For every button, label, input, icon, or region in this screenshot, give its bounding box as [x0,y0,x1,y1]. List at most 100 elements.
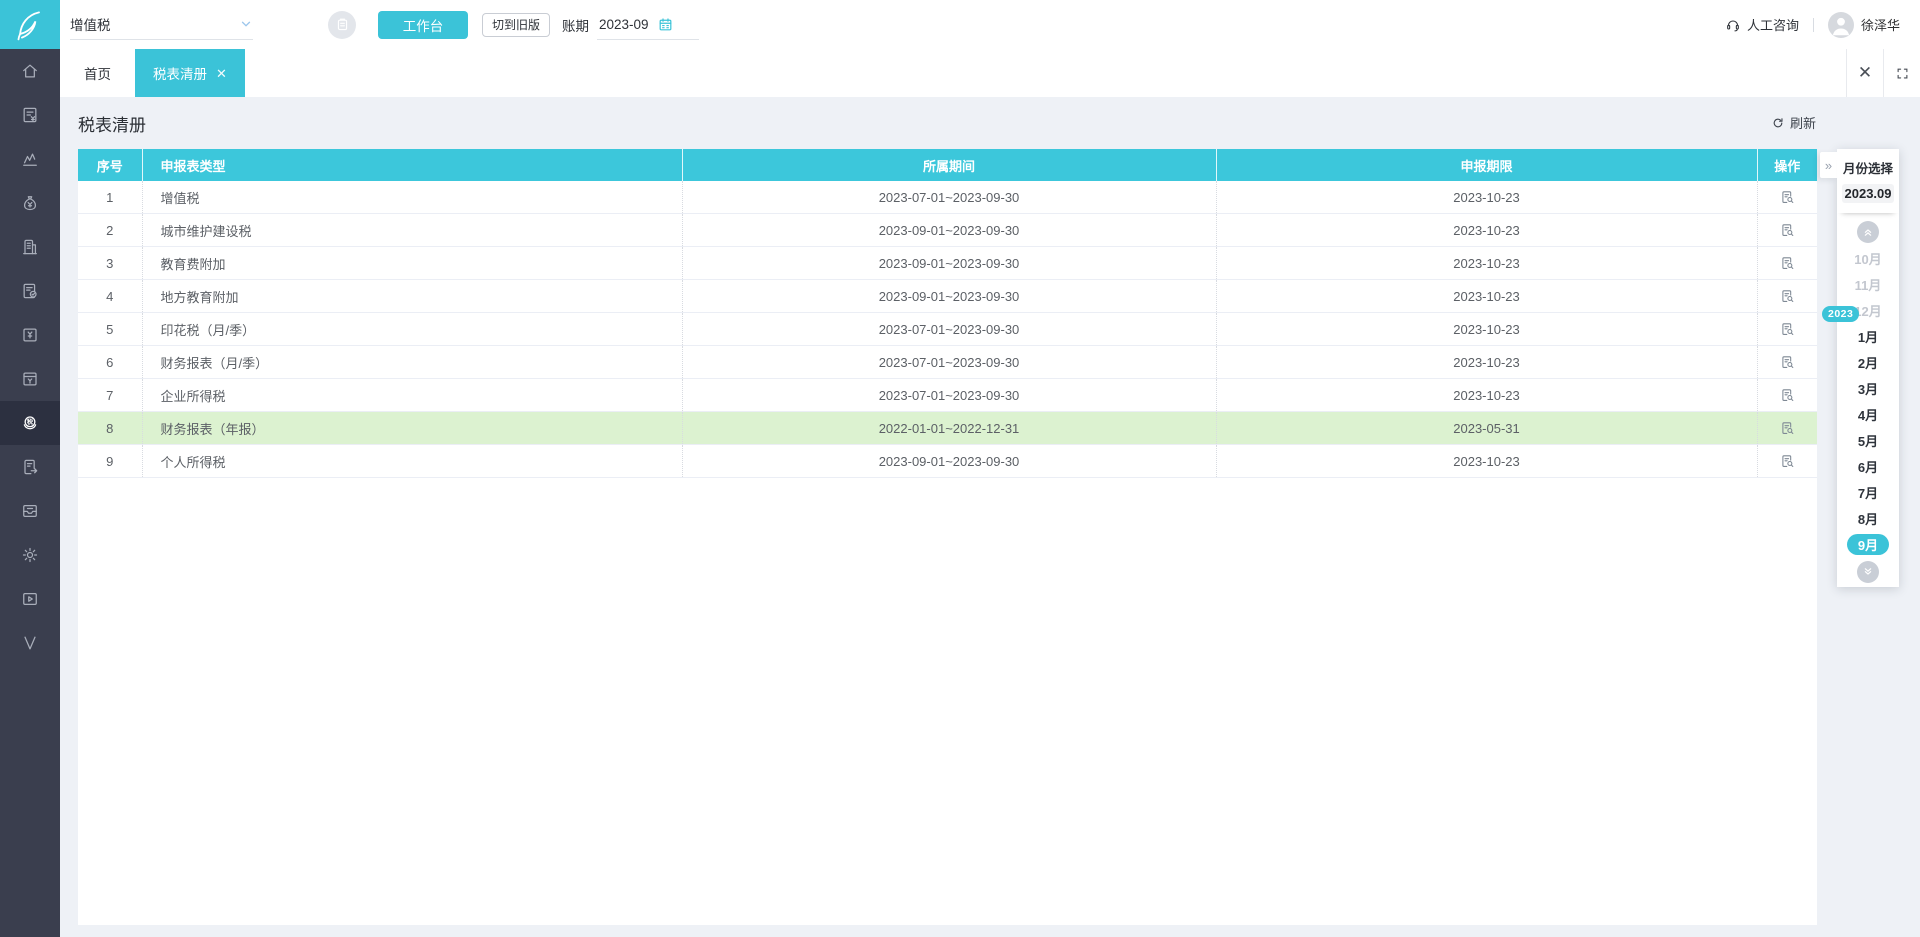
view-report-button[interactable] [1777,352,1798,373]
column-header: 序号 [78,149,143,181]
view-report-icon [1779,387,1796,404]
support-label: 人工咨询 [1746,18,1799,33]
page-title: 税表清册 [78,116,146,135]
month-label: 5月 [1857,433,1879,449]
billing-icon [20,369,40,389]
month-item-2月[interactable]: 2月 [1837,349,1899,375]
month-item-8月[interactable]: 8月 [1837,505,1899,531]
invoice-icon [20,105,40,125]
cell-operation [1757,246,1817,280]
month-item-4月[interactable]: 4月 [1837,401,1899,427]
scroll-up-button[interactable] [1857,221,1879,243]
sidebar-item-vouchers[interactable] [0,93,60,137]
username: 徐泽华 [1860,18,1900,33]
refresh-button[interactable]: 刷新 [1771,113,1816,132]
month-label: 6月 [1857,459,1879,475]
cell-deadline: 2023-10-23 [1216,345,1758,379]
month-item-12月[interactable]: 12月 [1837,297,1899,323]
sidebar-item-vip[interactable] [0,621,60,665]
close-all-button[interactable]: ✕ [1846,49,1883,97]
scroll-down-button[interactable] [1857,561,1879,583]
month-item-7月[interactable]: 7月 [1837,479,1899,505]
tab-label: 税表清册 [153,67,207,82]
month-item-11月[interactable]: 11月 [1837,271,1899,297]
cell-deadline: 2023-10-23 [1216,181,1758,214]
cell-operation [1757,181,1817,214]
fullscreen-button[interactable] [1883,49,1920,97]
tab-tax-register[interactable]: 税表清册 ✕ [135,49,245,97]
view-report-button[interactable] [1777,451,1798,472]
view-report-button[interactable] [1777,253,1798,274]
cell-deadline: 2023-10-23 [1216,213,1758,247]
view-report-button[interactable] [1777,418,1798,439]
video-icon [20,589,40,609]
month-item-5月[interactable]: 5月 [1837,427,1899,453]
calendar-icon [657,16,674,33]
chevron-down-icon [239,17,253,31]
sidebar-item-settings[interactable] [0,533,60,577]
fullscreen-icon [1895,66,1910,81]
tax-type-select[interactable]: 增值税 [70,9,253,40]
view-report-icon [1779,288,1796,305]
current-period[interactable]: 2023.09 [1842,184,1894,203]
month-item-1月[interactable]: 1月 [1837,323,1899,349]
main-content: 税表清册 刷新 序号 申报表类型 所属期间 申报期限 操作 1 增值税 2023-07-01… [60,97,1920,937]
month-item-10月[interactable]: 10月 [1837,245,1899,271]
cell-no: 9 [78,444,143,478]
month-list: 10月 11月 12月 1月 2月 3月 4月 5月 6月 7月 8月 9月 [1837,245,1899,557]
view-report-button[interactable] [1777,187,1798,208]
sidebar-item-carryover[interactable] [0,445,60,489]
table-row: 4 地方教育附加 2023-09-01~2023-09-30 2023-10-23 [78,279,1817,313]
sidebar-item-tutorial[interactable] [0,577,60,621]
cell-operation [1757,345,1817,379]
view-report-button[interactable] [1777,385,1798,406]
month-picker-header: 月份选择 2023.09 [1837,149,1899,213]
support-link[interactable]: 人工咨询 [1725,15,1799,34]
double-chevron-up-icon [1861,225,1875,239]
gear-icon [20,545,40,565]
month-label: 8月 [1857,511,1879,527]
sidebar-item-archive[interactable] [0,489,60,533]
app-logo[interactable] [0,0,60,49]
carryover-icon [20,457,40,477]
view-report-button[interactable] [1777,286,1798,307]
cell-deadline: 2023-10-23 [1216,246,1758,280]
cell-operation [1757,411,1817,445]
month-label: 7月 [1857,485,1879,501]
sidebar-item-tax[interactable]: 税 [0,401,60,445]
period-select[interactable]: 2023-09 [597,9,700,40]
cell-no: 3 [78,246,143,280]
month-picker-title: 月份选择 [1842,162,1893,176]
sidebar-item-funds[interactable] [0,181,60,225]
close-tab-icon[interactable]: ✕ [216,65,227,81]
sidebar-item-checkout[interactable] [0,269,60,313]
month-item-9月[interactable]: 9月 [1837,531,1899,557]
sidebar-item-billing[interactable] [0,357,60,401]
sidebar-item-company[interactable] [0,225,60,269]
avatar [1827,11,1854,38]
month-item-3月[interactable]: 3月 [1837,375,1899,401]
table-row: 6 财务报表（月/季） 2023-07-01~2023-09-30 2023-10-2… [78,345,1817,379]
cell-type: 个人所得税 [142,444,683,478]
month-label: 10月 [1854,251,1882,267]
user-menu[interactable]: 徐泽华 [1827,11,1900,38]
company-icon [20,237,40,257]
workbench-button[interactable]: 工作台 [378,10,468,39]
sidebar-item-home[interactable] [0,49,60,93]
sidebar-item-receipts[interactable] [0,313,60,357]
view-report-icon [1779,255,1796,272]
sidebar-item-reports[interactable] [0,137,60,181]
tab-home[interactable]: 首页 [60,49,135,97]
view-report-button[interactable] [1777,319,1798,340]
view-report-button[interactable] [1777,220,1798,241]
month-label: 3月 [1857,381,1879,397]
cell-type: 城市维护建设税 [142,213,683,247]
collapse-panel-button[interactable]: » [1820,152,1837,178]
cell-type: 财务报表（月/季） [142,345,683,379]
refresh-icon [1771,116,1785,130]
cell-type: 印花税（月/季） [142,312,683,346]
bookkeeping-button[interactable] [328,10,356,39]
switch-old-version-button[interactable]: 切到旧版 [482,12,551,37]
month-item-6月[interactable]: 6月 [1837,453,1899,479]
view-report-icon [1779,321,1796,338]
